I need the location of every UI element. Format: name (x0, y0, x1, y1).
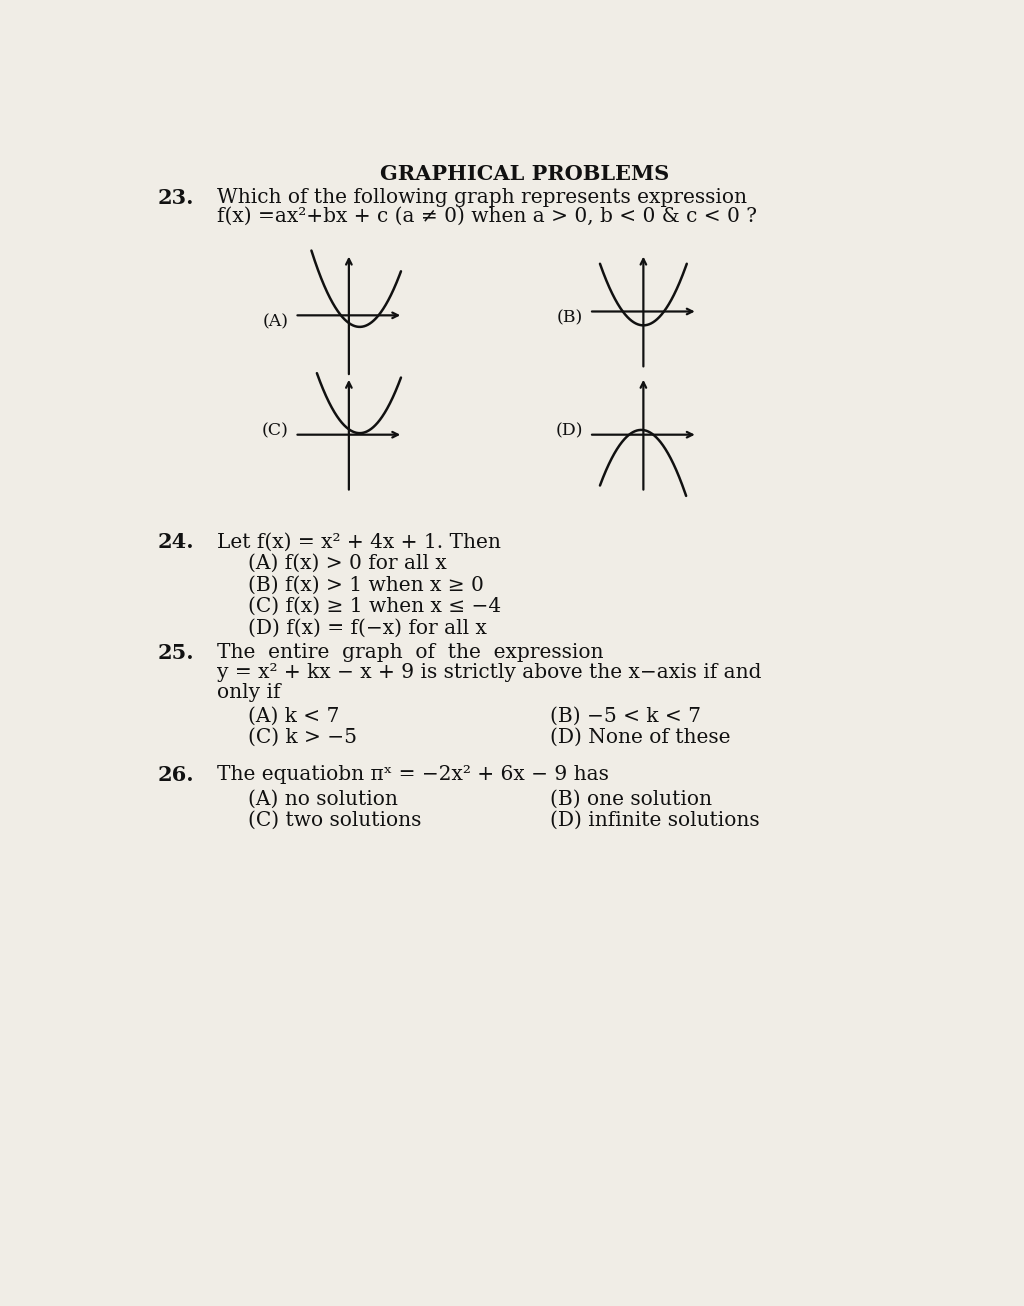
Text: (B) f(x) > 1 when x ≥ 0: (B) f(x) > 1 when x ≥ 0 (248, 576, 484, 594)
Text: 23.: 23. (158, 188, 194, 208)
Text: (A) k < 7: (A) k < 7 (248, 707, 340, 726)
Text: The equatiobn πˣ = −2x² + 6x − 9 has: The equatiobn πˣ = −2x² + 6x − 9 has (217, 765, 609, 784)
Text: (D): (D) (555, 422, 583, 439)
Text: y = x² + kx − x + 9 is strictly above the x−axis if and: y = x² + kx − x + 9 is strictly above th… (217, 663, 762, 682)
Text: 25.: 25. (158, 644, 195, 663)
Text: (C): (C) (261, 422, 289, 439)
Text: (B) one solution: (B) one solution (550, 790, 713, 808)
Text: (B): (B) (557, 310, 583, 326)
Text: (D) infinite solutions: (D) infinite solutions (550, 811, 760, 831)
Text: f(x) =ax²+bx + c (a ≠ 0) when a > 0, b < 0 & c < 0 ?: f(x) =ax²+bx + c (a ≠ 0) when a > 0, b <… (217, 206, 757, 226)
Text: (A) no solution: (A) no solution (248, 790, 398, 808)
Text: (C) two solutions: (C) two solutions (248, 811, 422, 831)
Text: (D) None of these: (D) None of these (550, 727, 731, 747)
Text: The  entire  graph  of  the  expression: The entire graph of the expression (217, 644, 603, 662)
Text: (D) f(x) = f(−x) for all x: (D) f(x) = f(−x) for all x (248, 619, 487, 637)
Text: (C) k > −5: (C) k > −5 (248, 727, 357, 747)
Text: 24.: 24. (158, 533, 195, 552)
Text: Let f(x) = x² + 4x + 1. Then: Let f(x) = x² + 4x + 1. Then (217, 533, 501, 551)
Text: only if: only if (217, 683, 281, 703)
Text: (C) f(x) ≥ 1 when x ≤ −4: (C) f(x) ≥ 1 when x ≤ −4 (248, 597, 502, 616)
Text: (B) −5 < k < 7: (B) −5 < k < 7 (550, 707, 701, 726)
Text: 26.: 26. (158, 765, 195, 785)
Text: (A): (A) (262, 313, 289, 330)
Text: (A) f(x) > 0 for all x: (A) f(x) > 0 for all x (248, 554, 446, 573)
Text: Which of the following graph represents expression: Which of the following graph represents … (217, 188, 748, 206)
Text: GRAPHICAL PROBLEMS: GRAPHICAL PROBLEMS (380, 165, 670, 184)
